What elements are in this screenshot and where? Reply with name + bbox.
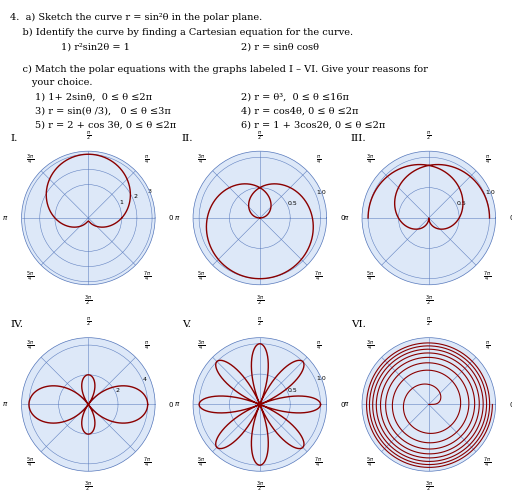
- Text: 1) 1+ 2sinθ,  0 ≤ θ ≤2π: 1) 1+ 2sinθ, 0 ≤ θ ≤2π: [10, 92, 152, 101]
- Text: 5) r = 2 + cos 3θ, 0 ≤ θ ≤2π: 5) r = 2 + cos 3θ, 0 ≤ θ ≤2π: [10, 120, 176, 130]
- Text: VI.: VI.: [351, 320, 366, 329]
- Text: 3) r = sin(θ /3),   0 ≤ θ ≤3π: 3) r = sin(θ /3), 0 ≤ θ ≤3π: [10, 106, 171, 115]
- Text: II.: II.: [182, 134, 193, 143]
- Text: 6) r = 1 + 3cos2θ, 0 ≤ θ ≤2π: 6) r = 1 + 3cos2θ, 0 ≤ θ ≤2π: [241, 120, 385, 130]
- Text: c) Match the polar equations with the graphs labeled I – VI. Give your reasons f: c) Match the polar equations with the gr…: [10, 65, 428, 74]
- Text: I.: I.: [10, 134, 17, 143]
- Text: V.: V.: [182, 320, 190, 329]
- Text: III.: III.: [351, 134, 367, 143]
- Text: 1) r²sin2θ = 1: 1) r²sin2θ = 1: [36, 43, 130, 52]
- Text: 2) r = θ³,  0 ≤ θ ≤16π: 2) r = θ³, 0 ≤ θ ≤16π: [241, 92, 349, 101]
- Text: 4) r = cos4θ, 0 ≤ θ ≤2π: 4) r = cos4θ, 0 ≤ θ ≤2π: [241, 106, 358, 115]
- Text: b) Identify the curve by finding a Cartesian equation for the curve.: b) Identify the curve by finding a Carte…: [10, 28, 353, 37]
- Text: IV.: IV.: [10, 320, 23, 329]
- Text: your choice.: your choice.: [10, 78, 93, 87]
- Text: 2) r = sinθ cosθ: 2) r = sinθ cosθ: [241, 43, 318, 52]
- Text: 4.  a) Sketch the curve r = sin²θ in the polar plane.: 4. a) Sketch the curve r = sin²θ in the …: [10, 13, 263, 22]
